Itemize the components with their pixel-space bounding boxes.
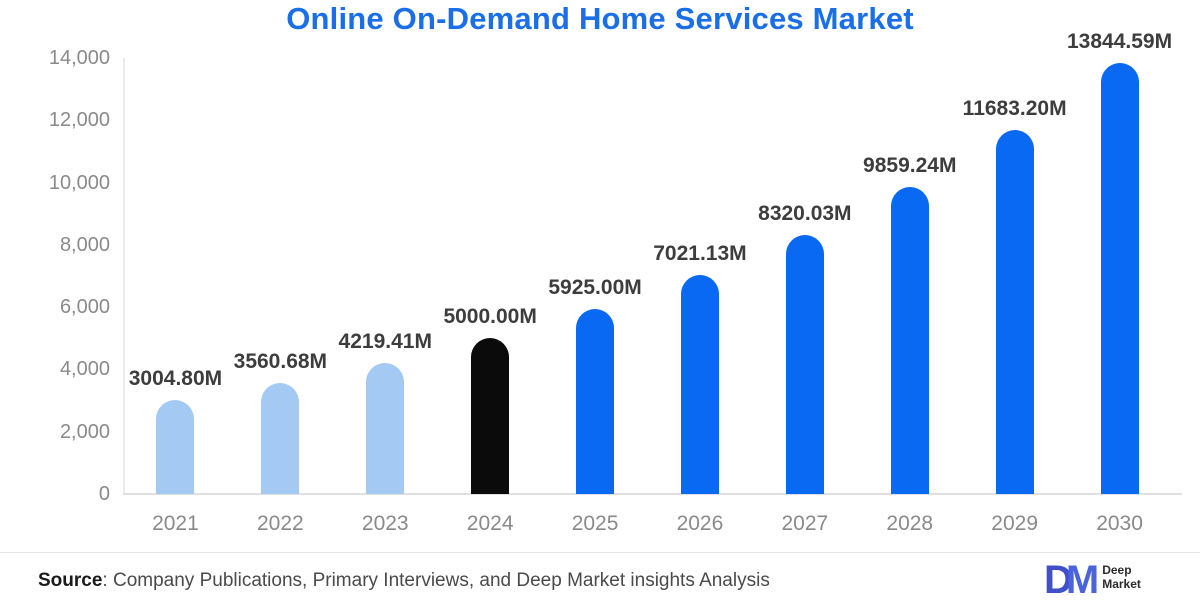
y-axis-tick-label: 2,000 <box>59 420 110 443</box>
y-axis-tick-label: 12,000 <box>48 109 110 132</box>
footer-divider <box>0 552 1200 553</box>
bar-2027 <box>785 234 824 494</box>
y-axis-tick-label: 10,000 <box>48 171 110 194</box>
x-axis-tick-label: 2025 <box>571 512 619 535</box>
x-axis-tick-label: 2022 <box>256 512 304 535</box>
x-axis-tick-label: 2023 <box>361 512 409 535</box>
source-note: Source: Company Publications, Primary In… <box>38 570 770 592</box>
bar-2024 <box>471 338 510 494</box>
value-label-2021: 3004.80M <box>128 367 223 391</box>
value-label-2025: 5925.00M <box>548 276 642 300</box>
bar-2021 <box>156 400 195 494</box>
source-label: Source <box>38 570 103 591</box>
bar-2030 <box>1100 62 1139 494</box>
x-axis-tick-label: 2024 <box>466 512 514 535</box>
bar-2026 <box>680 275 719 494</box>
bar-2028 <box>890 186 929 494</box>
y-axis-tick-label: 14,000 <box>48 47 110 69</box>
source-text: : Company Publications, Primary Intervie… <box>102 570 770 591</box>
value-label-2023: 4219.41M <box>338 329 432 353</box>
x-axis-tick-label: 2027 <box>781 512 829 535</box>
dm-logo-icon: DM <box>1044 558 1099 600</box>
x-axis-tick-label: 2021 <box>152 512 199 535</box>
bar-2025 <box>576 309 615 494</box>
bar-2022 <box>261 383 300 494</box>
value-label-2029: 11683.20M <box>962 97 1067 121</box>
bar-2029 <box>995 130 1034 494</box>
x-axis-tick-label: 2026 <box>676 512 724 535</box>
value-label-2027: 8320.03M <box>758 201 852 225</box>
y-axis-line <box>123 58 125 494</box>
x-axis-tick-label: 2029 <box>991 512 1038 535</box>
deep-market-logo: DM Deep Market <box>1044 560 1141 600</box>
value-label-2026: 7021.13M <box>653 242 747 266</box>
y-axis-tick-label: 8,000 <box>59 233 110 256</box>
x-axis-tick-label: 2028 <box>886 512 934 535</box>
logo-wordmark: Deep Market <box>1102 563 1141 591</box>
y-axis-tick-label: 0 <box>98 483 110 505</box>
bar-2023 <box>366 362 405 494</box>
value-label-2030: 13844.59M <box>1067 29 1173 53</box>
value-label-2022: 3560.68M <box>233 350 328 374</box>
value-label-2024: 5000.00M <box>443 305 537 329</box>
y-axis-tick-label: 6,000 <box>59 296 110 319</box>
y-axis-tick-label: 4,000 <box>59 358 110 381</box>
value-label-2028: 9859.24M <box>863 153 957 177</box>
x-axis-tick-label: 2030 <box>1096 512 1143 535</box>
x-axis-line <box>123 493 1182 495</box>
chart-title: Online On-Demand Home Services Market <box>286 1 914 36</box>
